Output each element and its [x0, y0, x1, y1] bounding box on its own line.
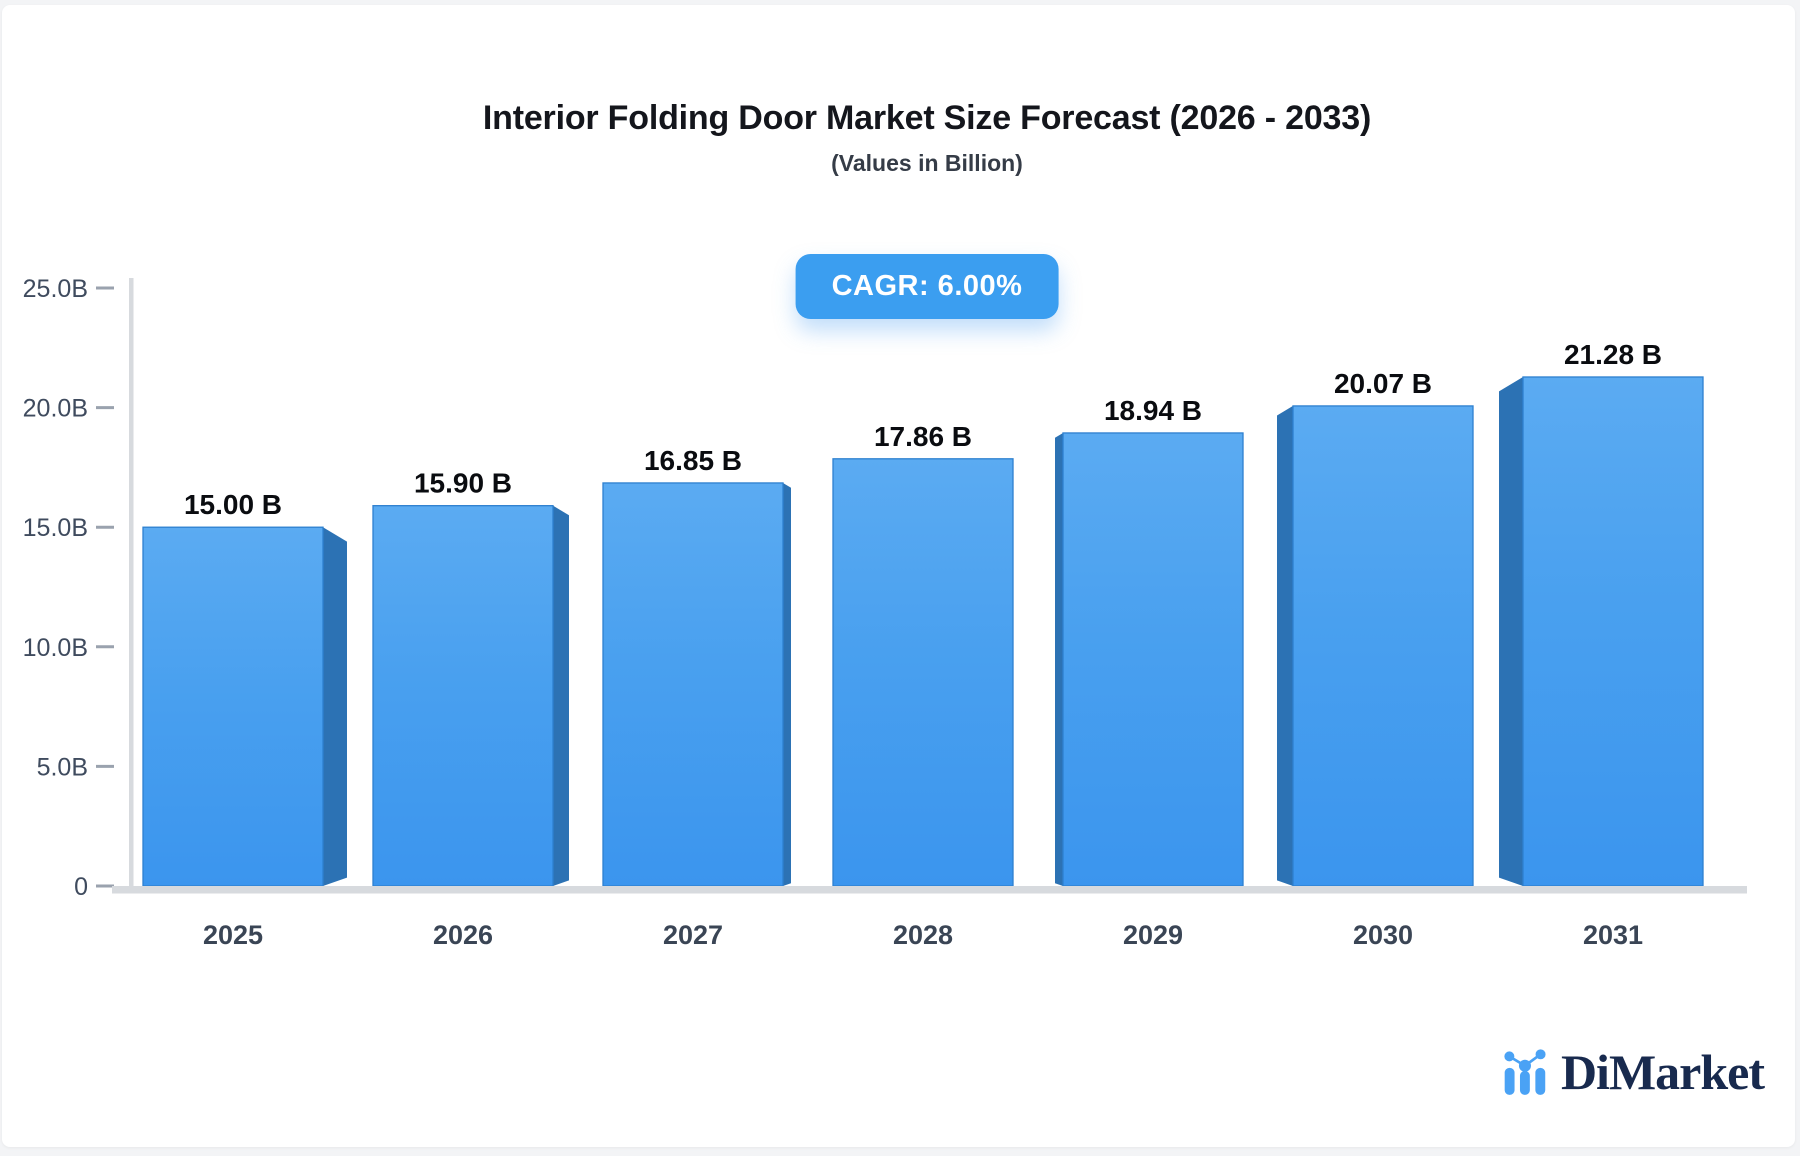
bar-value-label: 16.85 B [644, 445, 742, 476]
x-axis-label: 2026 [433, 920, 493, 950]
y-axis-tick-label: 25.0B [23, 275, 88, 303]
bar-group-2025[interactable] [142, 526, 347, 887]
x-axis-label: 2025 [203, 920, 263, 950]
bar-side-face [1277, 405, 1293, 886]
bar-face [1062, 432, 1244, 887]
bar-side-face [1055, 432, 1063, 886]
cagr-badge: CAGR: 6.00% [795, 254, 1059, 319]
bar-chart-logo-icon [1504, 1049, 1546, 1095]
y-axis-tick-label: 0 [74, 873, 88, 901]
bar-value-label: 20.07 B [1334, 368, 1432, 399]
cagr-badge-label: CAGR: 6.00% [831, 270, 1023, 302]
bar-group-2030[interactable] [1277, 405, 1474, 887]
brand-logo: DiMarket [1500, 1044, 1765, 1100]
bar-face [602, 482, 784, 887]
bar-value-label: 18.94 B [1104, 395, 1202, 426]
bar-face [832, 458, 1014, 887]
bar-side-face [1499, 376, 1523, 886]
y-axis-tick-label: 20.0B [23, 395, 88, 423]
x-axis-label: 2028 [893, 920, 953, 950]
bar-group-2026[interactable] [372, 505, 569, 887]
bar-value-label: 21.28 B [1564, 339, 1662, 370]
bar-face [142, 526, 324, 887]
bar-side-face [553, 505, 569, 886]
x-axis-label: 2027 [663, 920, 723, 950]
bar-side-face [783, 482, 791, 886]
brand-name: DiMarket [1560, 1044, 1765, 1100]
bar-value-label: 15.00 B [184, 489, 282, 520]
x-axis-label: 2029 [1123, 920, 1183, 950]
y-axis-tick-label: 15.0B [23, 514, 88, 542]
chart-title: Interior Folding Door Market Size Foreca… [482, 99, 1372, 137]
bar-value-label: 15.90 B [414, 468, 512, 499]
y-axis-tick-label: 5.0B [37, 753, 88, 781]
bar-side-face [323, 527, 347, 886]
bar-face [372, 505, 554, 887]
x-axis-label: 2030 [1353, 920, 1413, 950]
y-axis-tick-label: 10.0B [23, 634, 88, 662]
x-axis-baseline [112, 886, 1747, 894]
bar-face [1522, 376, 1704, 887]
y-axis-line [129, 278, 134, 886]
chart-subtitle: (Values in Billion) [831, 150, 1023, 176]
x-axis-label: 2031 [1583, 920, 1643, 950]
bar-value-label: 17.86 B [874, 421, 972, 452]
bar-group-2027[interactable] [602, 482, 791, 887]
bar-face [1292, 405, 1474, 887]
bar-group-2029[interactable] [1055, 432, 1244, 887]
bar-group-2031[interactable] [1499, 376, 1704, 887]
bar-group-2028[interactable] [832, 458, 1014, 887]
